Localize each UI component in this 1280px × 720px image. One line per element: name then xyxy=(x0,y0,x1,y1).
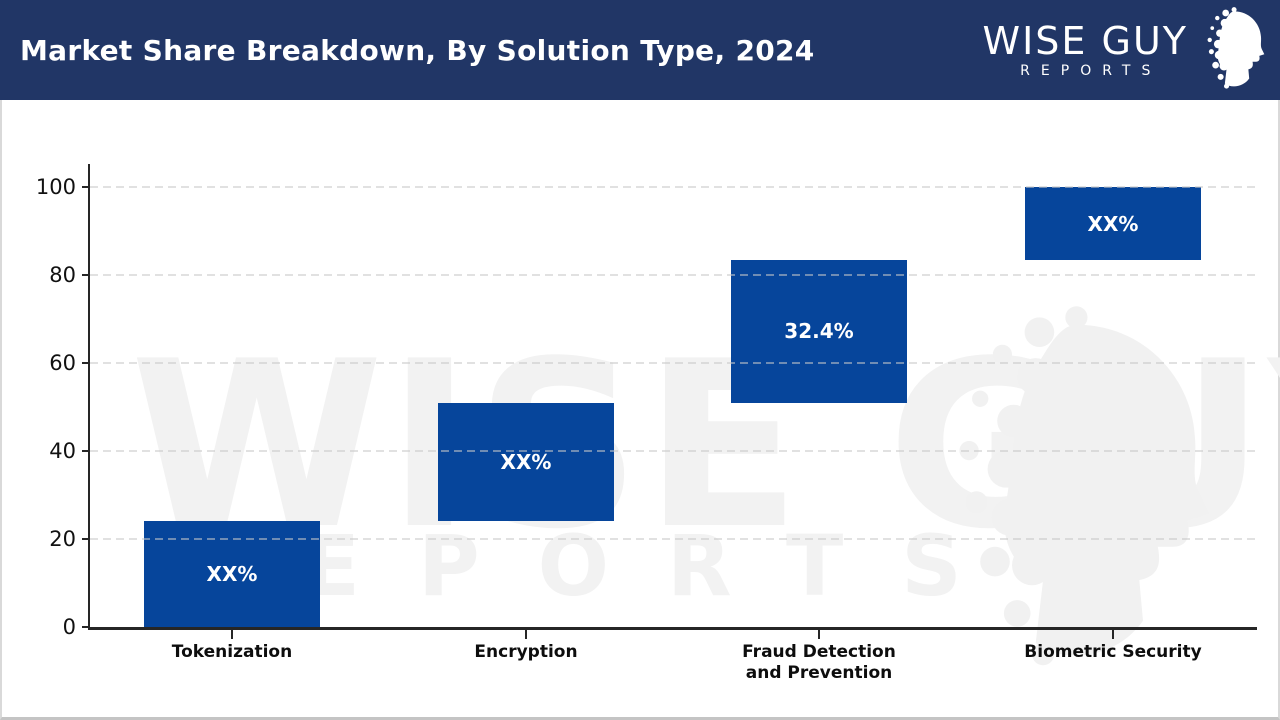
y-axis xyxy=(88,164,90,630)
logo-head-icon xyxy=(1207,7,1265,89)
bar-value-label: XX% xyxy=(1087,211,1139,236)
y-tick-mark xyxy=(82,450,90,452)
waterfall-bar: XX% xyxy=(1025,187,1201,261)
x-tick-mark xyxy=(818,630,820,639)
header-bar: Market Share Breakdown, By Solution Type… xyxy=(0,0,1280,100)
x-axis xyxy=(88,627,1257,630)
gridline xyxy=(90,362,1257,364)
gridline xyxy=(90,186,1257,188)
y-tick-mark xyxy=(82,274,90,276)
y-tick-mark xyxy=(82,626,90,628)
waterfall-bar: 32.4% xyxy=(731,260,907,403)
y-tick-label: 0 xyxy=(62,615,76,639)
x-tick-mark xyxy=(231,630,233,639)
logo-subtext: REPORTS xyxy=(1020,63,1162,80)
y-tick-label: 20 xyxy=(49,527,76,551)
y-tick-mark xyxy=(82,186,90,188)
x-tick-label: Biometric Security xyxy=(1024,642,1202,662)
bar-value-label: 32.4% xyxy=(784,319,854,344)
gridline xyxy=(90,450,1257,452)
watermark-head-icon xyxy=(959,306,1210,666)
x-tick-label: Tokenization xyxy=(171,642,293,662)
bar-value-label: XX% xyxy=(206,562,258,587)
page-title: Market Share Breakdown, By Solution Type… xyxy=(20,33,815,67)
y-tick-label: 80 xyxy=(49,263,76,287)
y-tick-mark xyxy=(82,362,90,364)
y-tick-label: 40 xyxy=(49,439,76,463)
x-tick-mark xyxy=(1112,630,1114,639)
waterfall-bar: XX% xyxy=(438,402,614,522)
chart-panel: WISE GUY REPORTS XX%XX%32.4%XX%020406080… xyxy=(0,100,1280,720)
bar-value-label: XX% xyxy=(500,449,552,474)
y-tick-label: 60 xyxy=(49,351,76,375)
gridline xyxy=(90,274,1257,276)
y-tick-label: 100 xyxy=(35,175,76,199)
logo-wordmark: WISE GUY xyxy=(982,18,1188,63)
x-tick-mark xyxy=(525,630,527,639)
gridline xyxy=(90,538,1257,540)
wise-guy-logo: WISE GUY REPORTS xyxy=(983,6,1266,94)
logo-text: WISE GUY REPORTS xyxy=(982,18,1188,80)
y-tick-mark xyxy=(82,538,90,540)
x-tick-label: Encryption xyxy=(474,642,578,662)
x-tick-label: Fraud Detection and Prevention xyxy=(742,642,896,684)
